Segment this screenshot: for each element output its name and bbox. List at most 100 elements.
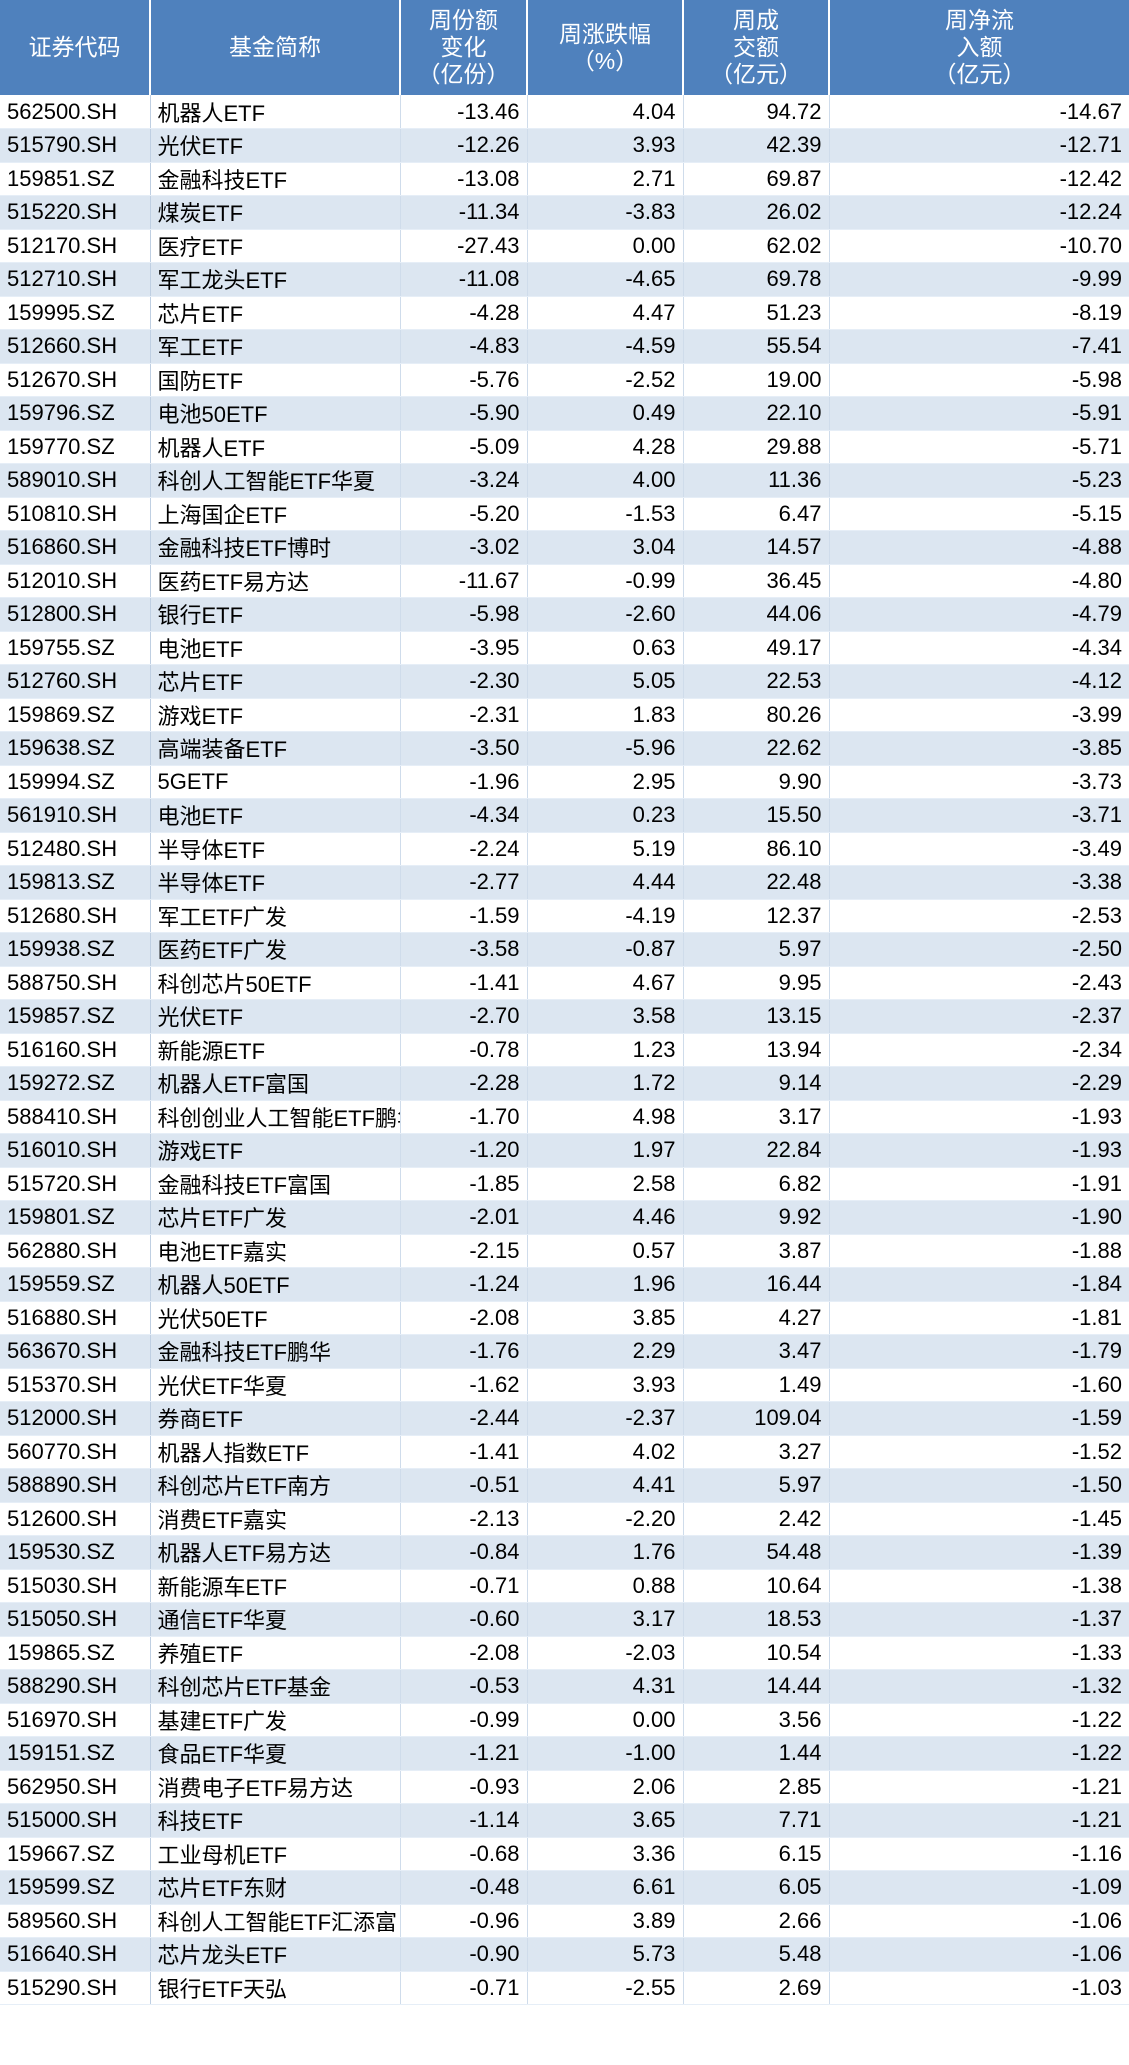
cell-share-change: -1.85 [400, 1167, 528, 1201]
cell-weekly-change: 5.73 [527, 1937, 684, 1972]
cell-weekly-change: 4.47 [527, 296, 684, 330]
cell-turnover: 26.02 [683, 195, 830, 230]
table-row: 159796.SZ 电池50ETF -5.90 0.49 22.10 -5.91 [0, 396, 1129, 431]
cell-weekly-change: 2.29 [527, 1334, 684, 1369]
cell-weekly-change: 3.65 [527, 1803, 684, 1838]
cell-net-inflow: -1.90 [829, 1200, 1129, 1235]
cell-fund-name: 军工龙头ETF [150, 262, 401, 297]
cell-security-code: 515290.SH [0, 1971, 151, 2005]
cell-turnover: 4.27 [683, 1301, 830, 1335]
cell-fund-name: 医药ETF广发 [150, 932, 401, 967]
cell-weekly-change: 4.04 [527, 95, 684, 129]
cell-turnover: 5.97 [683, 1468, 830, 1503]
cell-turnover: 49.17 [683, 631, 830, 665]
table-row: 159994.SZ 5GETF -1.96 2.95 9.90 -3.73 [0, 765, 1129, 799]
cell-turnover: 69.87 [683, 162, 830, 196]
table-row: 512000.SH 券商ETF -2.44 -2.37 109.04 -1.59 [0, 1401, 1129, 1436]
cell-share-change: -0.90 [400, 1937, 528, 1972]
cell-fund-name: 金融科技ETF [150, 162, 401, 196]
cell-security-code: 562500.SH [0, 95, 151, 129]
cell-share-change: -1.24 [400, 1267, 528, 1302]
cell-share-change: -0.99 [400, 1703, 528, 1737]
cell-security-code: 512760.SH [0, 664, 151, 699]
cell-fund-name: 科技ETF [150, 1803, 401, 1838]
cell-security-code: 159865.SZ [0, 1636, 151, 1670]
cell-net-inflow: -2.37 [829, 999, 1129, 1034]
cell-net-inflow: -1.33 [829, 1636, 1129, 1670]
table-row: 515050.SH 通信ETF华夏 -0.60 3.17 18.53 -1.37 [0, 1602, 1129, 1637]
cell-fund-name: 新能源ETF [150, 1033, 401, 1067]
table-row: 159755.SZ 电池ETF -3.95 0.63 49.17 -4.34 [0, 631, 1129, 665]
cell-turnover: 3.47 [683, 1334, 830, 1369]
cell-fund-name: 芯片ETF广发 [150, 1200, 401, 1235]
cell-fund-name: 电池ETF [150, 798, 401, 833]
cell-security-code: 515790.SH [0, 128, 151, 163]
cell-security-code: 159530.SZ [0, 1535, 151, 1570]
cell-security-code: 512170.SH [0, 229, 151, 263]
cell-weekly-change: -2.52 [527, 363, 684, 397]
cell-weekly-change: 0.63 [527, 631, 684, 665]
cell-net-inflow: -5.23 [829, 463, 1129, 498]
cell-security-code: 159151.SZ [0, 1736, 151, 1771]
cell-turnover: 2.42 [683, 1502, 830, 1536]
cell-fund-name: 科创芯片50ETF [150, 966, 401, 1000]
cell-turnover: 1.44 [683, 1736, 830, 1771]
cell-net-inflow: -2.50 [829, 932, 1129, 967]
cell-net-inflow: -12.42 [829, 162, 1129, 196]
cell-net-inflow: -1.21 [829, 1803, 1129, 1838]
cell-net-inflow: -2.29 [829, 1066, 1129, 1101]
cell-turnover: 10.54 [683, 1636, 830, 1670]
cell-fund-name: 医疗ETF [150, 229, 401, 263]
cell-security-code: 589010.SH [0, 463, 151, 498]
cell-weekly-change: 3.89 [527, 1904, 684, 1938]
cell-net-inflow: -12.71 [829, 128, 1129, 163]
cell-fund-name: 金融科技ETF富国 [150, 1167, 401, 1201]
cell-share-change: -0.78 [400, 1033, 528, 1067]
cell-net-inflow: -1.03 [829, 1971, 1129, 2005]
cell-turnover: 86.10 [683, 832, 830, 866]
cell-fund-name: 科创芯片ETF基金 [150, 1669, 401, 1704]
cell-fund-name: 科创人工智能ETF汇添富 [150, 1904, 401, 1938]
cell-security-code: 159667.SZ [0, 1837, 151, 1871]
cell-fund-name: 通信ETF华夏 [150, 1602, 401, 1637]
cell-weekly-change: 3.36 [527, 1837, 684, 1871]
cell-turnover: 22.53 [683, 664, 830, 699]
table-row: 589010.SH 科创人工智能ETF华夏 -3.24 4.00 11.36 -5.23 [0, 463, 1129, 498]
cell-net-inflow: -4.88 [829, 530, 1129, 565]
table-row: 512600.SH 消费ETF嘉实 -2.13 -2.20 2.42 -1.45 [0, 1502, 1129, 1536]
cell-weekly-change: 0.49 [527, 396, 684, 431]
cell-turnover: 22.10 [683, 396, 830, 431]
table-row: 512760.SH 芯片ETF -2.30 5.05 22.53 -4.12 [0, 664, 1129, 699]
table-row: 159857.SZ 光伏ETF -2.70 3.58 13.15 -2.37 [0, 999, 1129, 1034]
cell-security-code: 159813.SZ [0, 865, 151, 900]
table-row: 159869.SZ 游戏ETF -2.31 1.83 80.26 -3.99 [0, 698, 1129, 732]
cell-weekly-change: -4.65 [527, 262, 684, 297]
cell-fund-name: 半导体ETF [150, 832, 401, 866]
cell-share-change: -3.24 [400, 463, 528, 498]
cell-fund-name: 机器人50ETF [150, 1267, 401, 1302]
cell-net-inflow: -1.16 [829, 1837, 1129, 1871]
cell-fund-name: 光伏ETF华夏 [150, 1368, 401, 1402]
cell-share-change: -13.08 [400, 162, 528, 196]
cell-share-change: -12.26 [400, 128, 528, 163]
cell-weekly-change: 1.23 [527, 1033, 684, 1067]
cell-security-code: 588410.SH [0, 1100, 151, 1134]
cell-share-change: -4.28 [400, 296, 528, 330]
cell-share-change: -1.96 [400, 765, 528, 799]
cell-net-inflow: -1.32 [829, 1669, 1129, 1704]
cell-net-inflow: -3.38 [829, 865, 1129, 900]
cell-share-change: -5.09 [400, 430, 528, 464]
cell-weekly-change: 4.67 [527, 966, 684, 1000]
cell-fund-name: 电池50ETF [150, 396, 401, 431]
cell-fund-name: 消费ETF嘉实 [150, 1502, 401, 1536]
table-row: 159599.SZ 芯片ETF东财 -0.48 6.61 6.05 -1.09 [0, 1870, 1129, 1905]
table-row: 563670.SH 金融科技ETF鹏华 -1.76 2.29 3.47 -1.79 [0, 1334, 1129, 1369]
cell-turnover: 19.00 [683, 363, 830, 397]
cell-share-change: -1.41 [400, 1435, 528, 1469]
table-row: 159851.SZ 金融科技ETF -13.08 2.71 69.87 -12.42 [0, 162, 1129, 196]
cell-fund-name: 科创人工智能ETF华夏 [150, 463, 401, 498]
cell-weekly-change: -2.03 [527, 1636, 684, 1670]
cell-net-inflow: -1.59 [829, 1401, 1129, 1436]
cell-security-code: 159857.SZ [0, 999, 151, 1034]
cell-fund-name: 国防ETF [150, 363, 401, 397]
